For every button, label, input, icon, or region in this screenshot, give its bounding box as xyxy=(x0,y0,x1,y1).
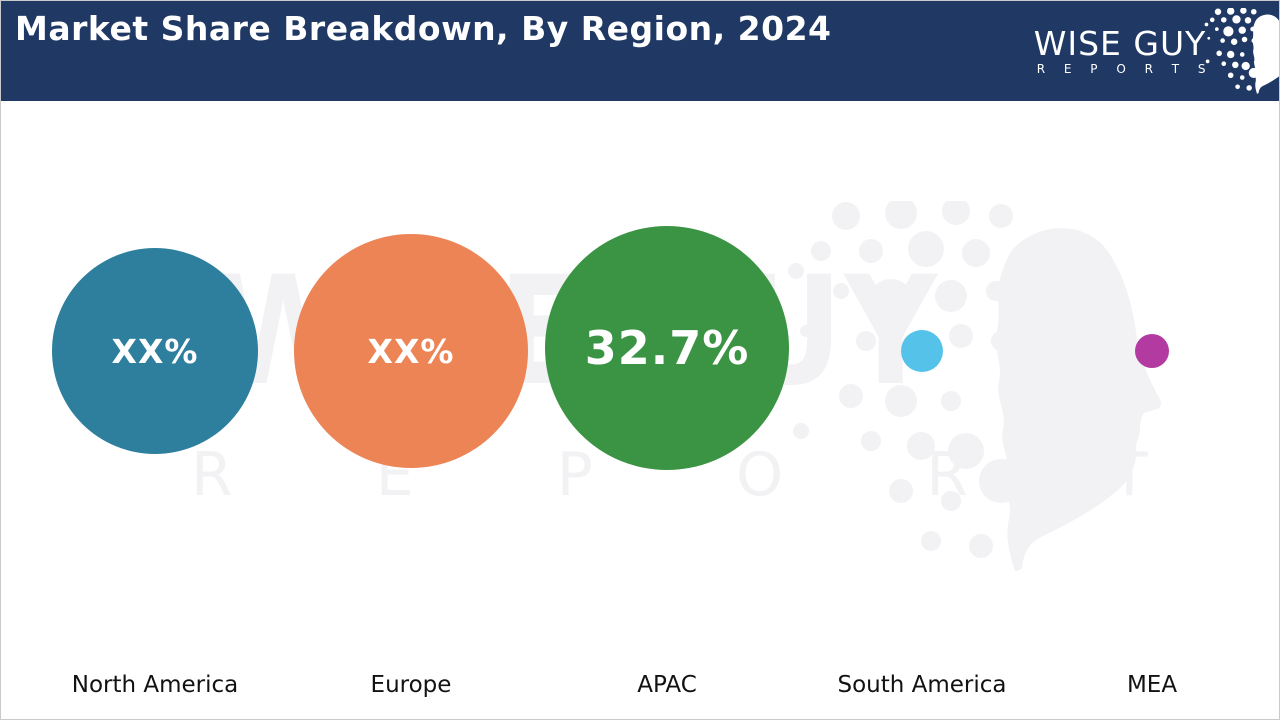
region-bubble-europe: XX% xyxy=(294,234,528,468)
brand-subtitle: R E P O R T S xyxy=(1036,62,1213,76)
bubble-value-label: 32.7% xyxy=(584,321,750,375)
region-bubble-mea xyxy=(1135,334,1169,368)
bubble-value-label: XX% xyxy=(367,331,455,371)
header: Market Share Breakdown, By Region, 2024 … xyxy=(1,1,1280,101)
region-label-europe: Europe xyxy=(370,672,452,698)
region-bubble-south-america xyxy=(901,330,943,372)
region-label-apac: APAC xyxy=(637,672,697,698)
region-label-south-america: South America xyxy=(837,672,1007,698)
region-label-mea: MEA xyxy=(1126,672,1178,698)
watermark-head-icon xyxy=(781,201,1171,571)
region-bubble-apac: 32.7% xyxy=(545,226,789,470)
brand-head-icon xyxy=(1203,8,1280,94)
region-label-north-america: North America xyxy=(71,672,239,698)
brand-logo: WISE GUY R E P O R T S xyxy=(1034,1,1280,101)
brand-name: WISE GUY xyxy=(1033,24,1207,63)
page-title: Market Share Breakdown, By Region, 2024 xyxy=(15,9,832,48)
brand-logo-text: WISE GUY R E P O R T S xyxy=(1034,27,1213,75)
region-bubble-north-america: XX% xyxy=(52,248,258,454)
bubble-value-label: XX% xyxy=(111,331,199,371)
